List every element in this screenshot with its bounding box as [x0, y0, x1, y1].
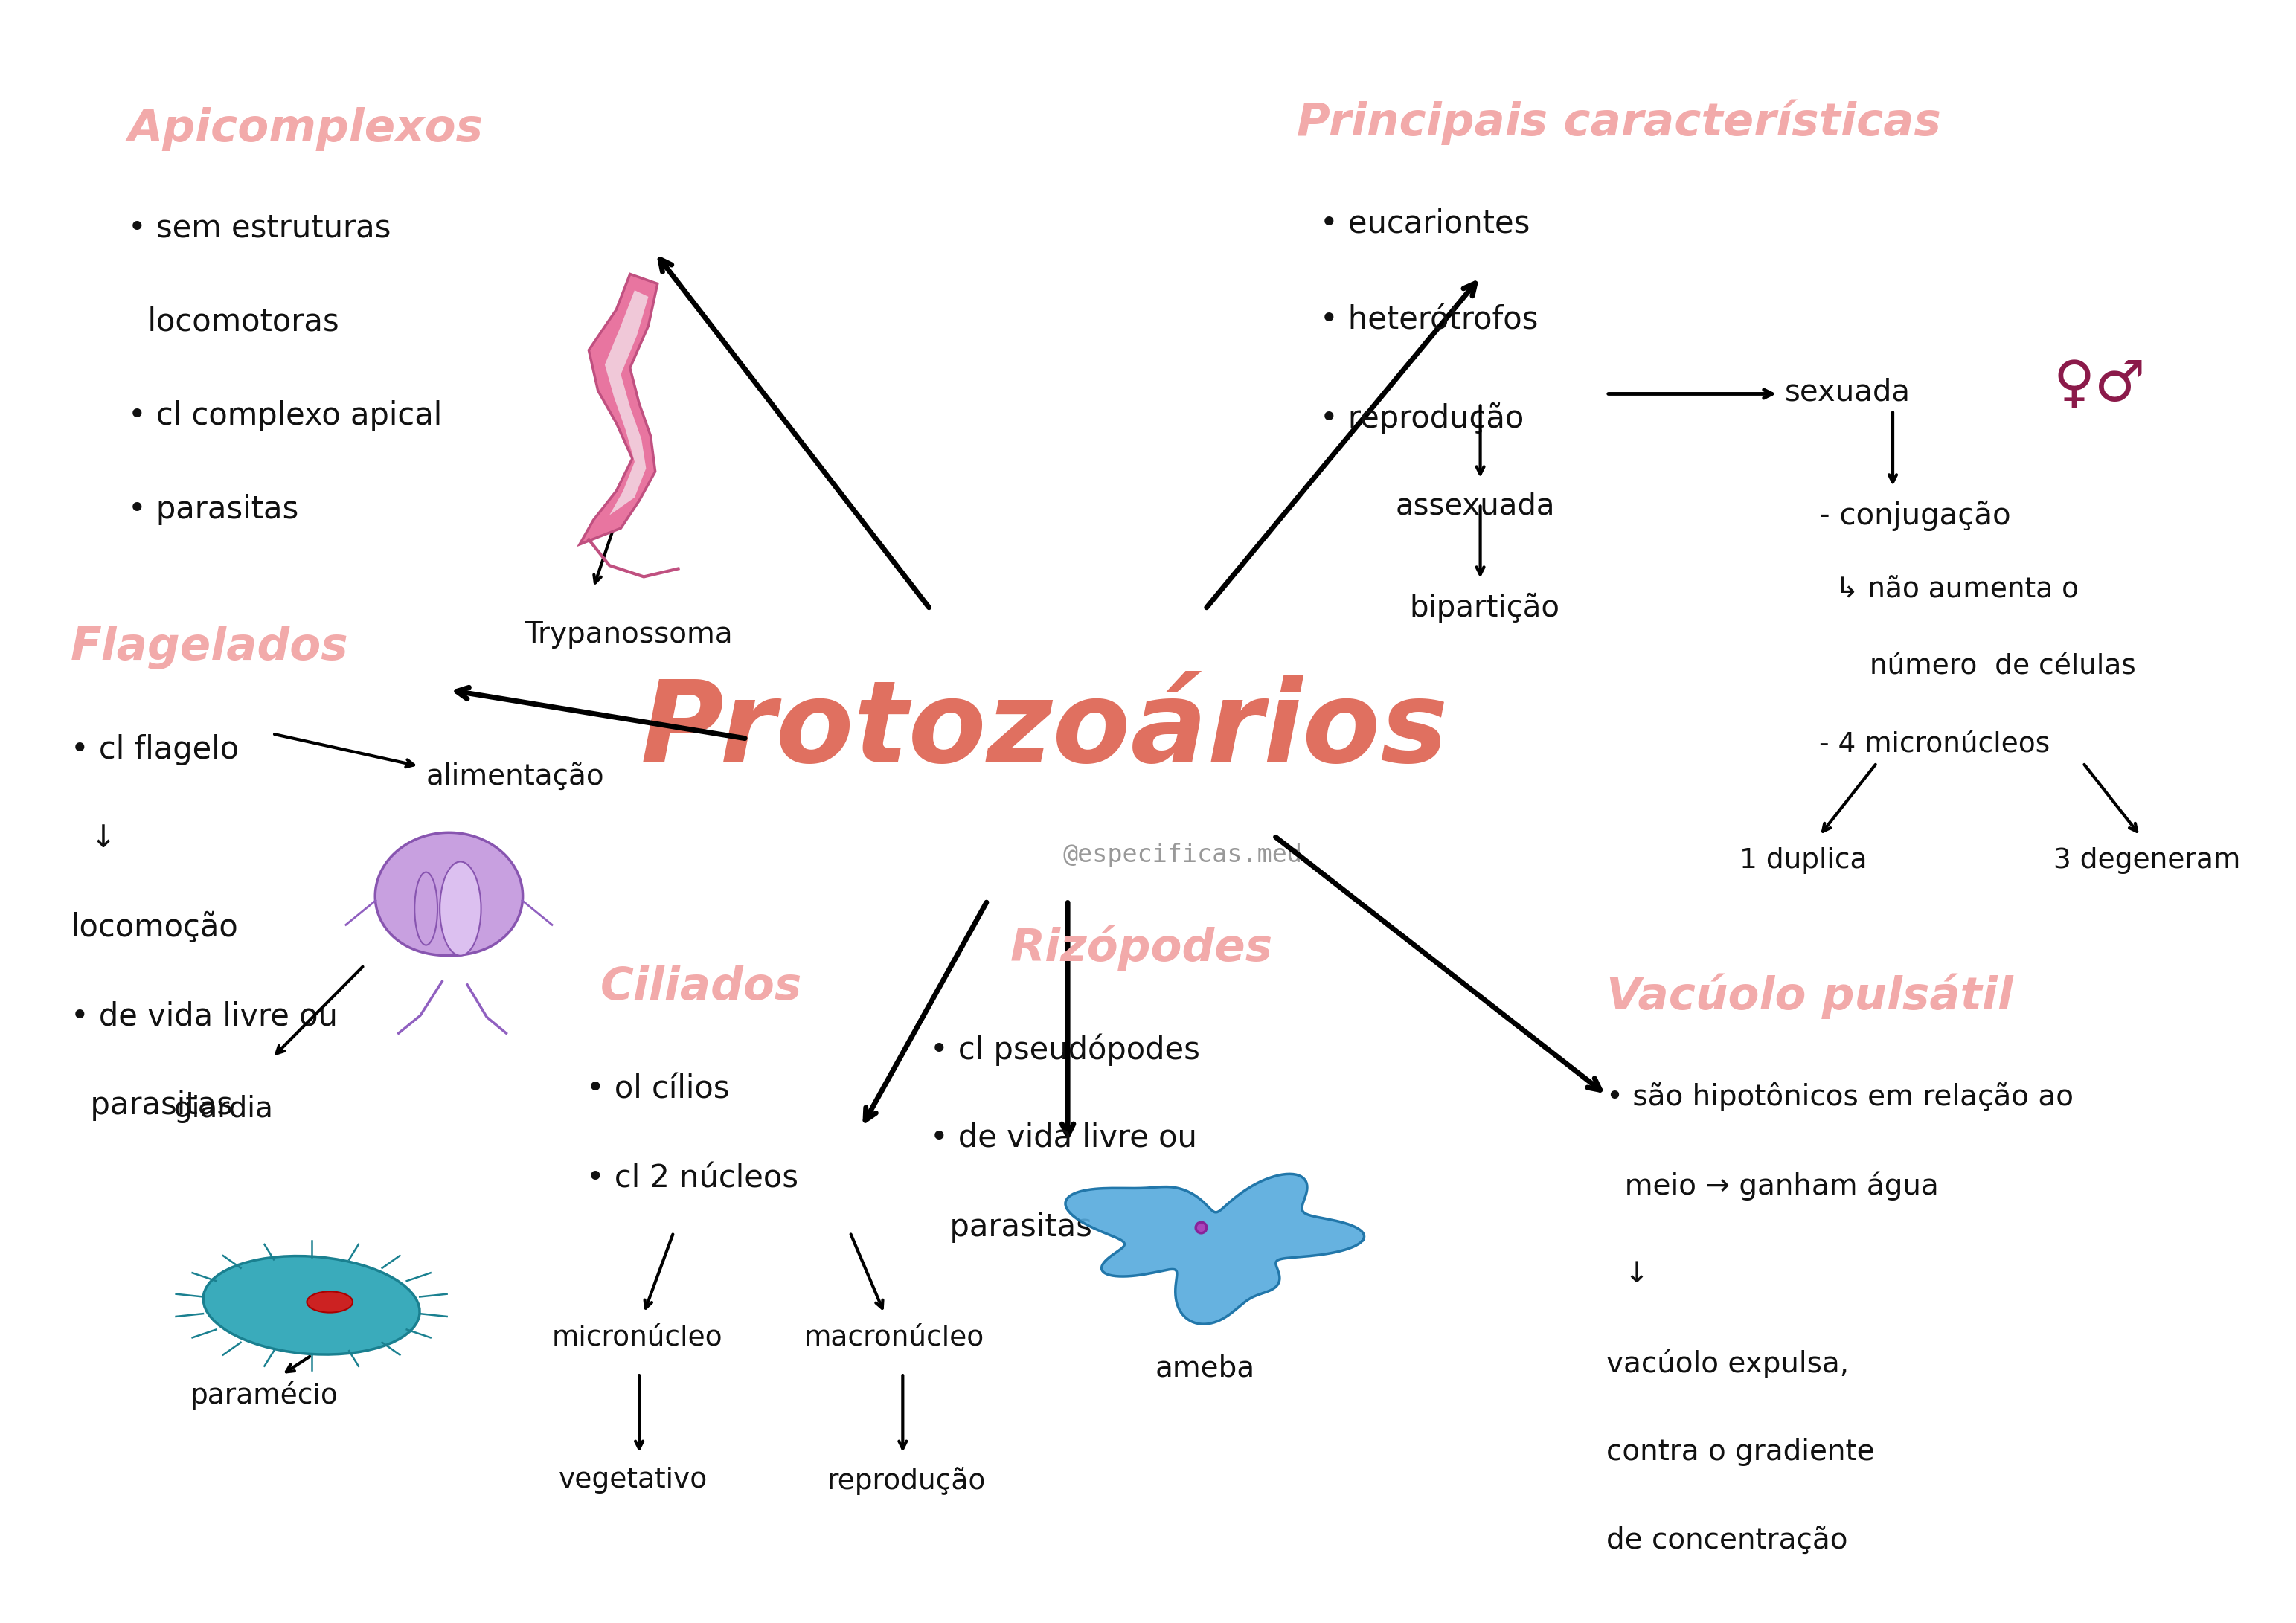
Text: 1 duplica: 1 duplica	[1740, 847, 1867, 873]
Polygon shape	[1065, 1173, 1364, 1324]
Text: • cl flagelo: • cl flagelo	[71, 734, 239, 764]
Text: vacúolo expulsa,: vacúolo expulsa,	[1607, 1349, 1848, 1378]
Text: meio → ganham água: meio → ganham água	[1607, 1170, 1938, 1201]
Text: • de vida livre ou: • de vida livre ou	[930, 1123, 1196, 1154]
Polygon shape	[604, 291, 647, 514]
Text: • sem estruturas: • sem estruturas	[129, 213, 390, 243]
Text: • ol cílios: • ol cílios	[585, 1074, 730, 1105]
Text: • parasitas: • parasitas	[129, 493, 298, 526]
Text: ↓: ↓	[1607, 1259, 1649, 1289]
Ellipse shape	[308, 1292, 354, 1313]
Text: - conjugação: - conjugação	[1818, 500, 2011, 531]
Text: micronúcleo: micronúcleo	[551, 1324, 723, 1352]
Text: • cl 2 núcleos: • cl 2 núcleos	[585, 1162, 799, 1195]
Text: • eucariontes: • eucariontes	[1320, 208, 1529, 239]
Text: parasitas: parasitas	[71, 1091, 232, 1121]
Text: 3 degeneram: 3 degeneram	[2053, 847, 2241, 873]
Text: contra o gradiente: contra o gradiente	[1607, 1438, 1874, 1466]
Text: macronúcleo: macronúcleo	[804, 1324, 985, 1352]
Text: sexuada: sexuada	[1784, 378, 1910, 407]
Text: Vacúolo pulsátil: Vacúolo pulsátil	[1607, 974, 2014, 1019]
Text: assexuada: assexuada	[1396, 492, 1554, 521]
Text: • de vida livre ou: • de vida livre ou	[71, 1001, 338, 1032]
Text: reprodução: reprodução	[827, 1467, 985, 1495]
Text: Ciliados: Ciliados	[599, 966, 801, 1010]
Text: parasitas: parasitas	[930, 1211, 1093, 1243]
Text: Principais características: Principais características	[1297, 99, 1940, 144]
Text: @especificas.med: @especificas.med	[1063, 842, 1302, 867]
Text: Trypanossoma: Trypanossoma	[523, 620, 732, 649]
Text: bipartição: bipartição	[1410, 592, 1559, 623]
Text: Flagelados: Flagelados	[71, 625, 349, 669]
Text: ameba: ameba	[1155, 1354, 1256, 1383]
Text: - 4 micronúcleos: - 4 micronúcleos	[1818, 730, 2050, 758]
Text: giardia: giardia	[174, 1096, 273, 1123]
Text: locomoção: locomoção	[71, 912, 239, 943]
Text: paramécio: paramécio	[191, 1381, 338, 1410]
Text: alimentação: alimentação	[427, 763, 604, 792]
Text: vegetativo: vegetativo	[558, 1467, 707, 1493]
Polygon shape	[374, 833, 523, 956]
Polygon shape	[579, 274, 657, 544]
Text: ♀♂: ♀♂	[2053, 359, 2147, 414]
Text: • reprodução: • reprodução	[1320, 403, 1525, 433]
Text: locomotoras: locomotoras	[129, 307, 340, 338]
Text: Rizópodes: Rizópodes	[1010, 925, 1274, 971]
Text: ↓: ↓	[71, 823, 117, 854]
Text: de concentração: de concentração	[1607, 1527, 1848, 1555]
Ellipse shape	[204, 1256, 420, 1355]
Text: • são hipotônicos em relação ao: • são hipotônicos em relação ao	[1607, 1083, 2073, 1112]
Text: número  de células: número de células	[1869, 652, 2135, 680]
Text: Protozoários: Protozoários	[641, 675, 1449, 786]
Text: Apicomplexos: Apicomplexos	[129, 107, 484, 151]
Ellipse shape	[441, 862, 482, 956]
Text: ↳ não aumenta o: ↳ não aumenta o	[1835, 576, 2078, 604]
Text: • cl pseudópodes: • cl pseudópodes	[930, 1034, 1201, 1066]
Text: • cl complexo apical: • cl complexo apical	[129, 401, 443, 432]
Text: • heterótrofos: • heterótrofos	[1320, 305, 1538, 336]
